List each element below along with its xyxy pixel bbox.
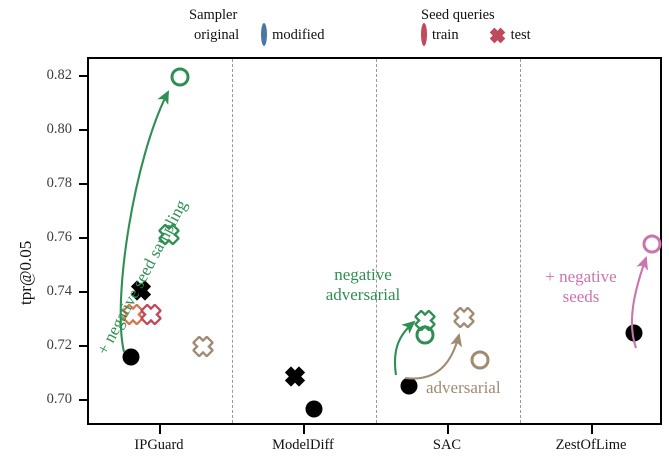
- category-separator-3: [520, 59, 521, 423]
- legend-title-sampler: Sampler: [189, 7, 238, 23]
- x-tick-mark-0: [159, 425, 161, 434]
- y-tick-label-5: 0.72: [46, 337, 72, 353]
- data-point-ipguard-original[interactable]: [122, 348, 140, 366]
- data-point-sac-train-adversarial[interactable]: [470, 350, 490, 370]
- x-tick-label-zestoflime: ZestOfLime: [555, 437, 627, 453]
- legend-label-test: test: [510, 26, 531, 43]
- y-tick-mark-6: [79, 399, 88, 401]
- x-tick-label-modeldiff: ModelDiff: [272, 437, 334, 453]
- y-tick-mark-3: [79, 237, 88, 239]
- data-point-ipguard-test-adversarial[interactable]: [191, 335, 215, 362]
- data-point-sac-original[interactable]: [400, 377, 418, 395]
- legend-title-seed-queries: Seed queries: [421, 7, 495, 23]
- x-tick-label-ipguard: IPGuard: [134, 437, 184, 453]
- legend-label-modified: modified: [272, 26, 325, 43]
- data-point-zestoflime-original[interactable]: [625, 324, 643, 342]
- x-cross-icon: [489, 27, 506, 44]
- data-point-zestoflime-modified-negseeds[interactable]: [642, 234, 662, 254]
- y-tick-label-0: 0.82: [46, 67, 72, 83]
- y-tick-label-6: 0.70: [46, 391, 72, 407]
- x-tick-mark-1: [303, 425, 305, 434]
- x-tick-mark-3: [591, 425, 593, 434]
- y-tick-mark-4: [79, 291, 88, 293]
- y-tick-mark-2: [79, 183, 88, 185]
- open-circle-icon: [421, 23, 427, 46]
- y-tick-mark-5: [79, 345, 88, 347]
- y-tick-mark-0: [79, 75, 88, 77]
- plot-area: [87, 57, 662, 425]
- annotation-negative-adversarial: negative adversarial: [288, 265, 438, 305]
- legend-entry-original[interactable]: original: [189, 27, 239, 44]
- category-separator-1: [232, 59, 233, 423]
- legend-entry-test[interactable]: test: [489, 27, 531, 44]
- x-tick-mark-2: [447, 425, 449, 434]
- annotation-negative-adversarial-line1: negative: [334, 265, 392, 284]
- annotation-negative-adversarial-line2: adversarial: [325, 285, 401, 305]
- data-point-sac-test-adversarial[interactable]: [452, 306, 476, 333]
- x-tick-label-sac: SAC: [432, 437, 462, 453]
- open-circle-icon: [261, 23, 268, 46]
- legend-group-sampler: Sampler original modified: [189, 7, 325, 46]
- data-point-sac-test-negadv[interactable]: [413, 309, 437, 336]
- data-point-ipguard-modified-negseed[interactable]: [170, 67, 190, 87]
- data-point-modeldiff-original[interactable]: [305, 400, 323, 418]
- legend-label-train: train: [432, 26, 459, 43]
- y-tick-mark-1: [79, 129, 88, 131]
- annotation-negative-seeds: + negative seeds: [521, 267, 641, 307]
- legend-row-sampler: original modified: [189, 23, 325, 46]
- category-separator-2: [376, 59, 377, 423]
- data-point-modeldiff-test-original[interactable]: [284, 366, 306, 393]
- y-tick-label-4: 0.74: [46, 283, 72, 299]
- y-tick-label-3: 0.76: [46, 229, 72, 245]
- y-tick-label-2: 0.78: [46, 175, 72, 191]
- data-point-ipguard-test-variant-b[interactable]: [139, 303, 163, 330]
- legend-label-original: original: [194, 26, 240, 43]
- y-tick-label-1: 0.80: [46, 121, 72, 137]
- legend-entry-modified[interactable]: modified: [261, 23, 325, 46]
- annotation-adversarial: adversarial: [426, 378, 501, 397]
- legend-entry-train[interactable]: train: [421, 23, 459, 46]
- legend-group-seed-queries: Seed queries train test: [421, 7, 531, 46]
- annotation-negative-seeds-line1: + negative: [545, 267, 617, 286]
- annotation-negative-seeds-line2: seeds: [562, 287, 600, 307]
- legend-row-seed-queries: train test: [421, 23, 531, 46]
